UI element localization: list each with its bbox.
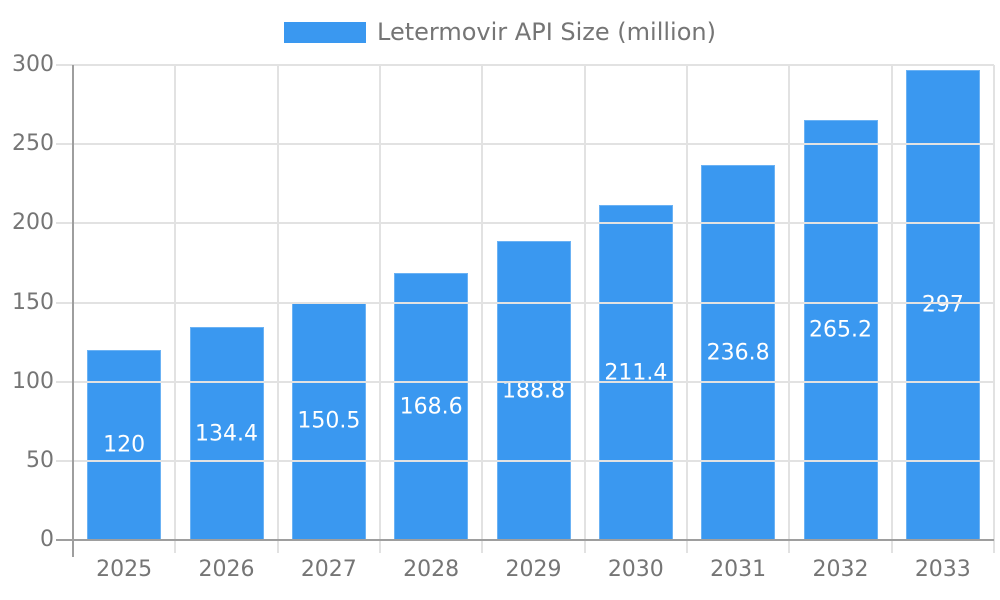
x-tick-label: 2025: [96, 557, 153, 582]
v-gridline: [276, 65, 279, 553]
y-tick-label: 250: [12, 131, 54, 157]
y-tick-label: 200: [12, 210, 54, 236]
bar: 211.4: [598, 205, 673, 540]
x-tick-label: 2027: [300, 557, 357, 582]
legend-swatch: [284, 21, 367, 43]
x-tick-label: 2033: [914, 557, 971, 582]
v-gridline: [890, 65, 893, 553]
x-tick-label: 2031: [710, 557, 767, 582]
bar: 134.4: [189, 327, 264, 540]
h-gridline: [56, 380, 994, 383]
chart-legend: Letermovir API Size (million): [0, 18, 1000, 46]
v-gridline: [174, 65, 177, 553]
h-gridline: [56, 143, 994, 146]
h-gridline: [56, 222, 994, 225]
bar: 297: [905, 69, 980, 540]
x-tick-label: 2028: [403, 557, 460, 582]
v-gridline: [379, 65, 381, 553]
x-axis-line: [56, 539, 994, 541]
y-tick-label: 50: [26, 447, 54, 473]
bar-value-label: 265.2: [809, 317, 872, 343]
plot-area: 120 134.4 150.5 168.6 188.8 211.4 236.8 265.2 29…: [73, 65, 994, 540]
bar: 168.6: [394, 273, 469, 540]
y-axis-line: [72, 65, 74, 557]
bar: 150.5: [291, 301, 366, 540]
v-gridline: [583, 65, 586, 553]
bar-value-label: 297: [921, 292, 964, 318]
bar: 265.2: [803, 120, 878, 540]
bar-value-label: 120: [103, 432, 146, 458]
x-tick-label: 2030: [607, 557, 664, 582]
x-tick-label: 2029: [505, 557, 562, 582]
bar-value-label: 236.8: [706, 340, 770, 366]
v-gridline: [481, 65, 484, 553]
h-gridline: [56, 301, 994, 304]
bar-value-label: 168.6: [399, 394, 463, 420]
h-gridline: [56, 459, 994, 462]
y-tick-label: 150: [12, 289, 54, 315]
legend-series-label: Letermovir API Size (million): [377, 18, 716, 46]
bar: 188.8: [496, 241, 571, 540]
bar: 236.8: [701, 165, 776, 540]
y-tick-label: 100: [12, 368, 54, 394]
x-tick-label: 2026: [198, 557, 255, 582]
h-gridline: [56, 64, 994, 66]
bar-value-label: 134.4: [195, 421, 258, 447]
y-tick-label: 300: [12, 52, 54, 77]
bar-value-label: 150.5: [297, 408, 361, 434]
v-gridline: [993, 65, 995, 553]
y-tick-label: 0: [40, 527, 54, 552]
x-tick-label: 2032: [812, 557, 869, 582]
v-gridline: [788, 65, 791, 553]
bar: 120: [87, 350, 162, 540]
v-gridline: [686, 65, 688, 553]
